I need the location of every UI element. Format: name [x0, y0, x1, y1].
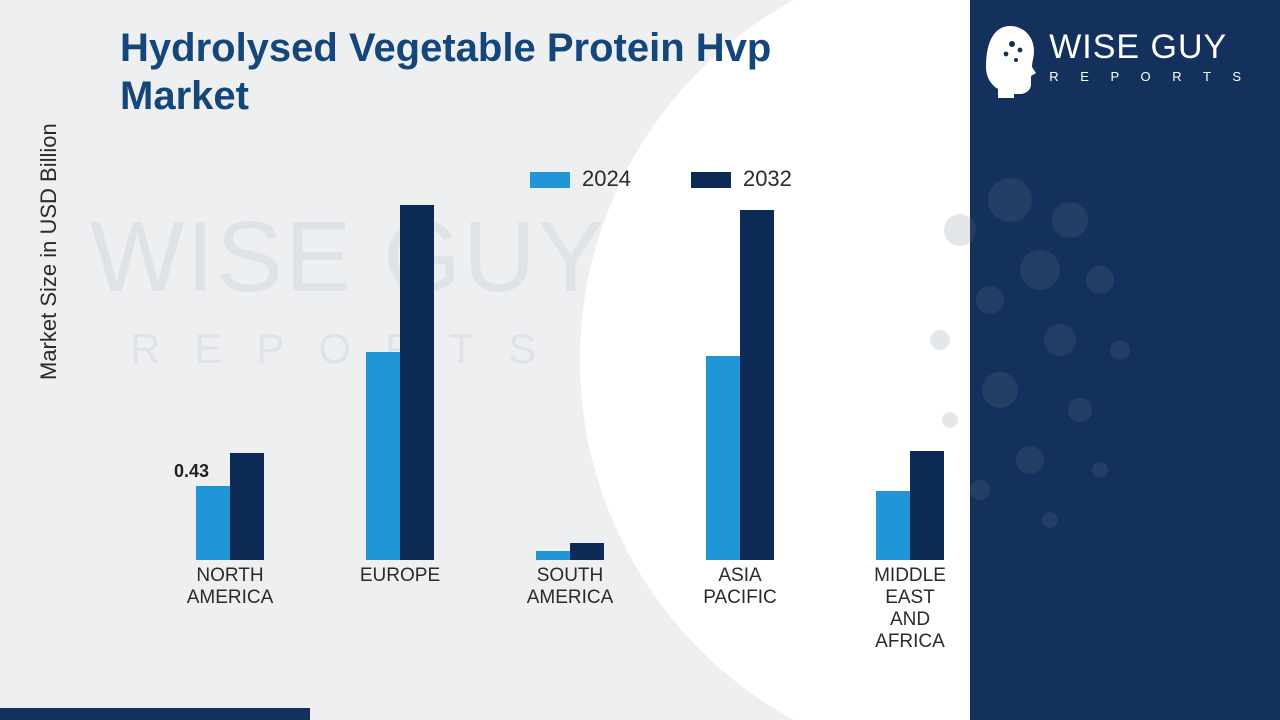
x-axis-label: ASIAPACIFIC	[670, 565, 810, 609]
legend-item-2024: 2024	[530, 166, 631, 192]
x-axis-label: EUROPE	[330, 565, 470, 587]
brand-logo-sub: R E P O R T S	[1049, 69, 1250, 84]
bar	[400, 205, 434, 560]
chart-plot-area: 0.43	[110, 205, 950, 560]
y-axis-label: Market Size in USD Billion	[36, 123, 62, 380]
legend-swatch-2032	[691, 172, 731, 188]
bar	[536, 551, 570, 560]
bar	[876, 491, 910, 560]
bottom-accent-bar	[0, 708, 310, 720]
bar	[570, 543, 604, 560]
infographic-canvas: WISE GUY R E P O R T S Hydrolysed Vegeta…	[0, 0, 1280, 720]
brand-logo: WISE GUY R E P O R T S	[1049, 28, 1250, 84]
bar	[740, 210, 774, 560]
chart-legend: 2024 2032	[530, 166, 792, 192]
x-axis-label: MIDDLEEASTANDAFRICA	[840, 565, 980, 652]
bar-value-label: 0.43	[174, 461, 209, 482]
brand-logo-main: WISE GUY	[1049, 28, 1250, 67]
legend-item-2032: 2032	[691, 166, 792, 192]
bar	[196, 486, 230, 560]
bar	[910, 451, 944, 560]
legend-swatch-2024	[530, 172, 570, 188]
bar	[366, 352, 400, 560]
bar	[706, 356, 740, 560]
legend-label-2032: 2032	[743, 166, 792, 191]
brand-logo-head-icon	[980, 24, 1040, 98]
chart-title: Hydrolysed Vegetable Protein Hvp Market	[120, 24, 880, 120]
x-axis-label: SOUTHAMERICA	[500, 565, 640, 609]
legend-label-2024: 2024	[582, 166, 631, 191]
x-axis-label: NORTHAMERICA	[160, 565, 300, 609]
bar	[230, 453, 264, 560]
